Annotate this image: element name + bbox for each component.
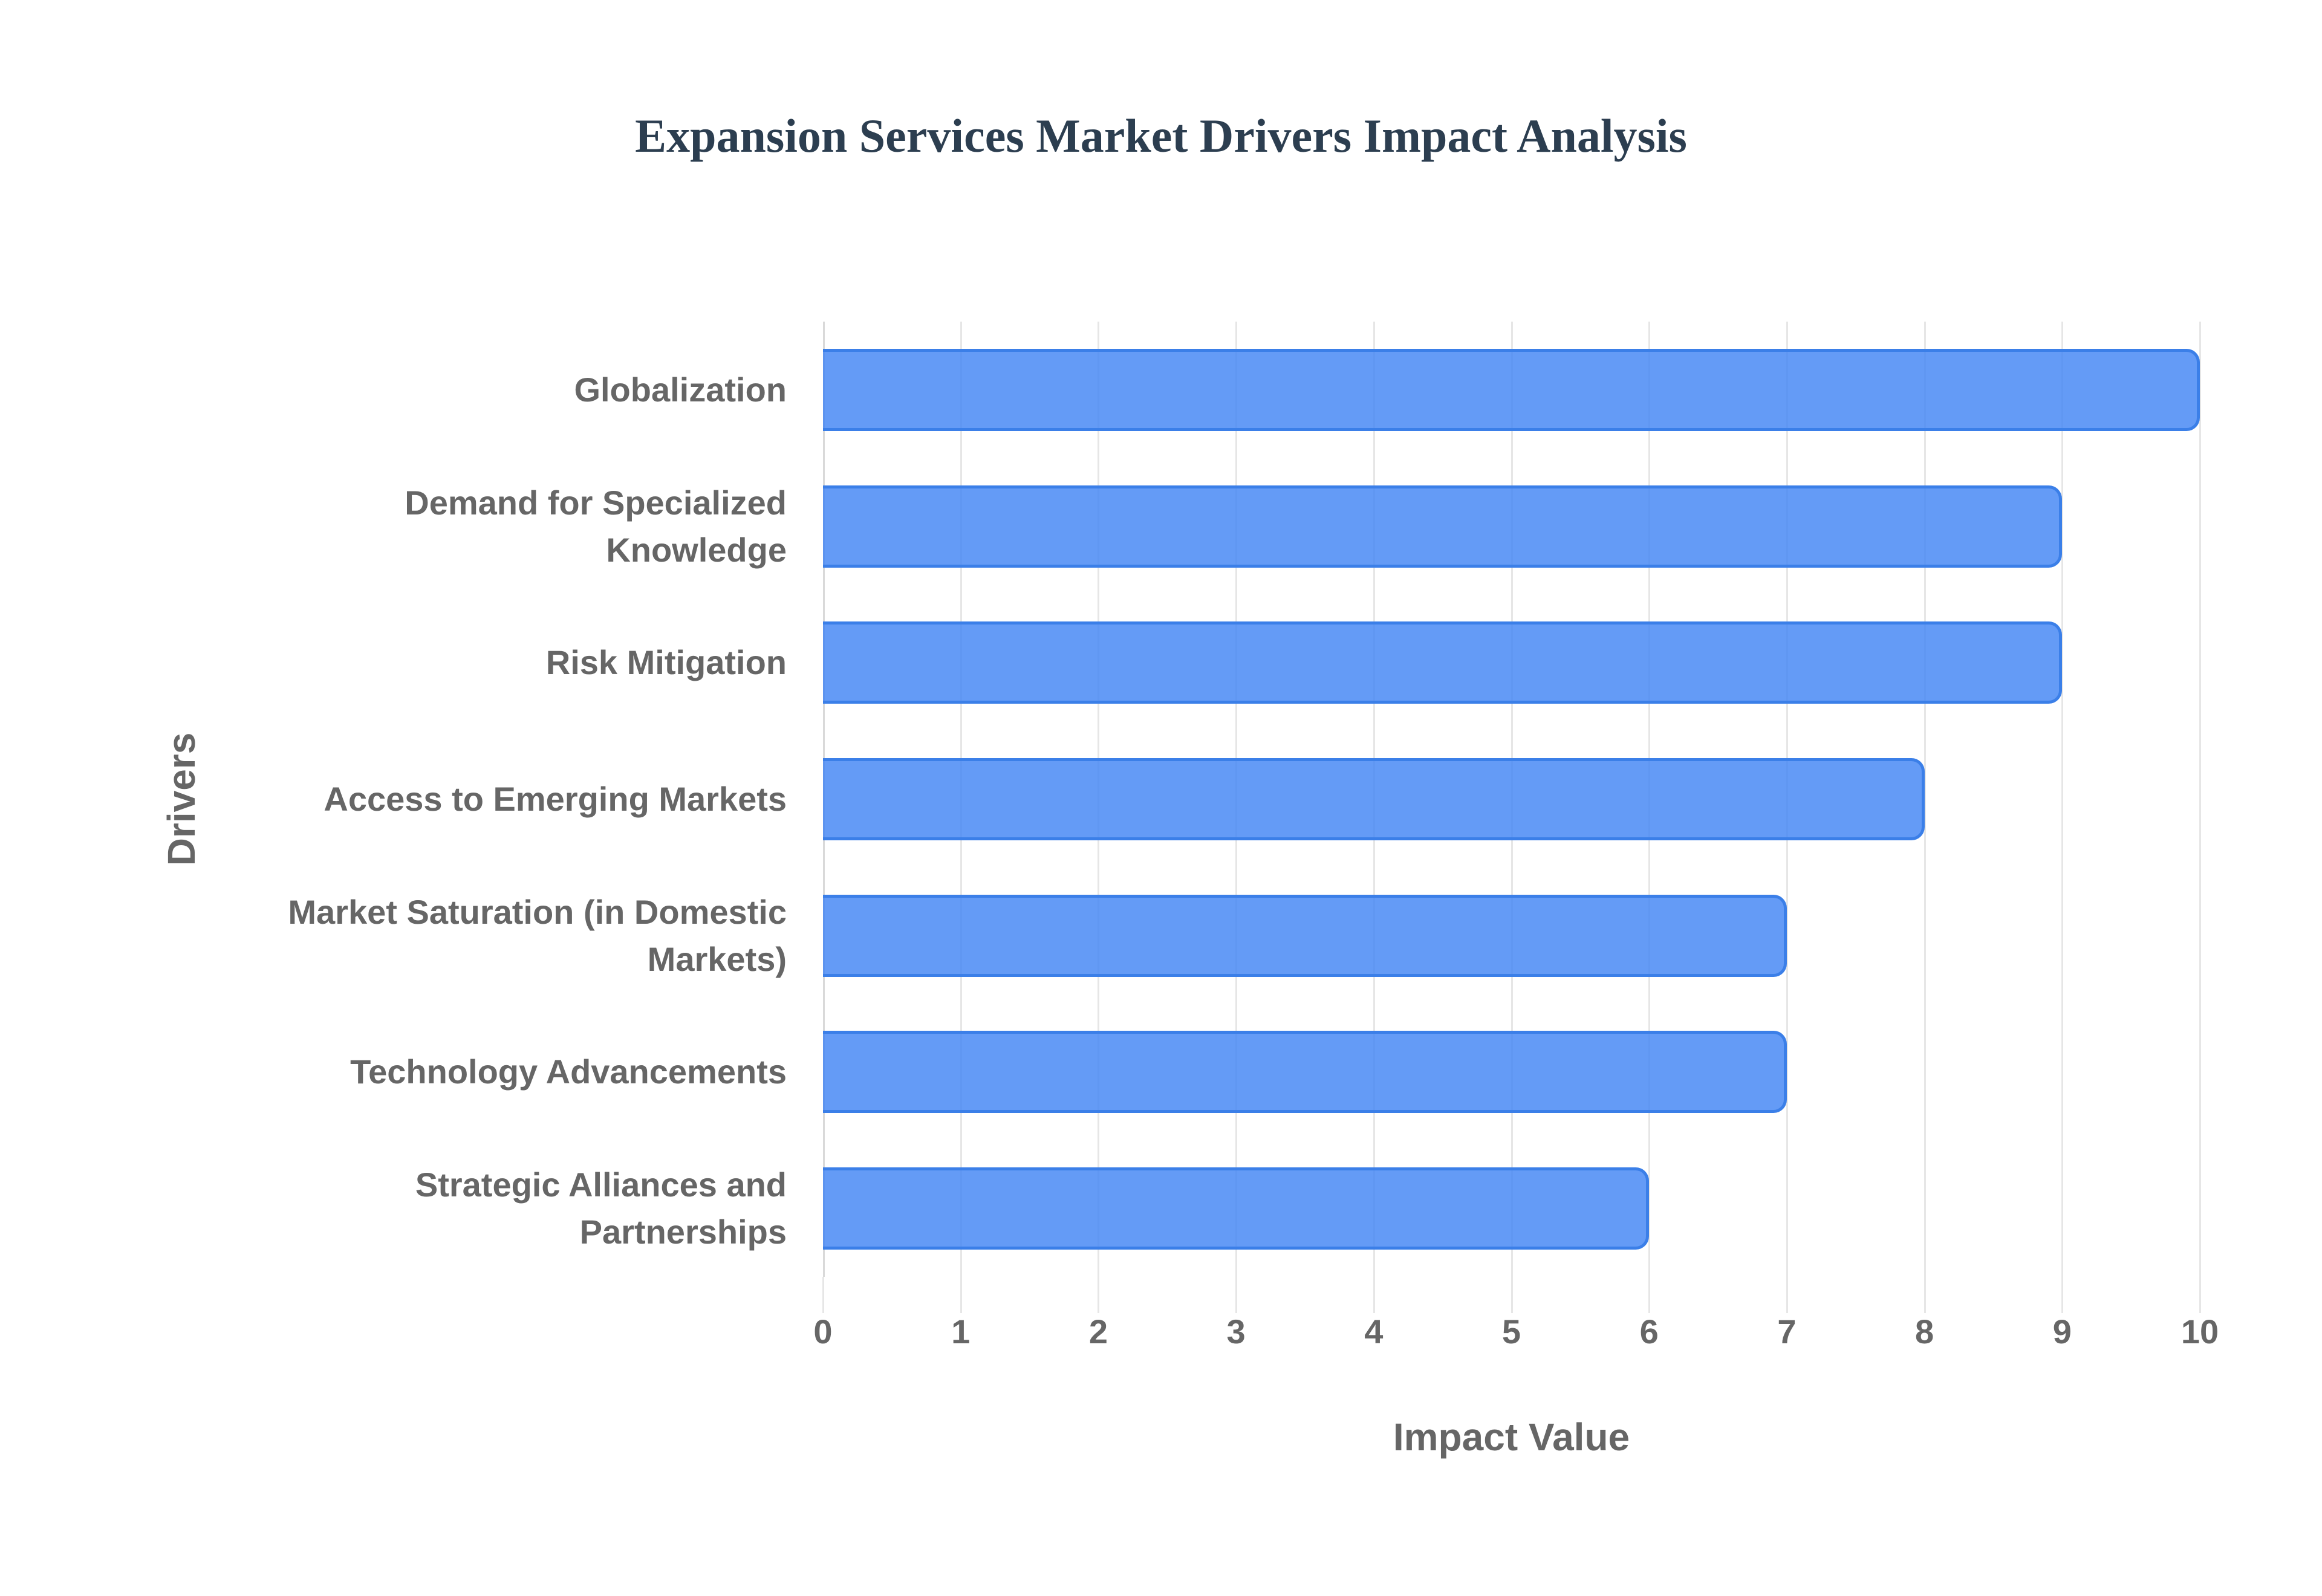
bar[interactable]	[823, 1031, 1787, 1114]
x-tick-label: 7	[1777, 1312, 1797, 1351]
x-tick-mark	[2199, 1277, 2201, 1313]
chart-title: Expansion Services Market Drivers Impact…	[635, 109, 1687, 162]
x-tick-label: 3	[1226, 1312, 1246, 1351]
x-tick-label: 1	[951, 1312, 971, 1351]
x-tick-label: 8	[1915, 1312, 1934, 1351]
bar[interactable]	[823, 1167, 1650, 1250]
x-tick-mark	[1786, 1277, 1788, 1313]
x-tick-label: 10	[2181, 1312, 2219, 1351]
gridline	[1924, 322, 1926, 1277]
y-tick-label: Technology Advancements	[350, 1053, 787, 1091]
bar[interactable]	[823, 485, 2063, 568]
x-tick-mark	[1098, 1277, 1100, 1313]
x-tick-label: 5	[1501, 1312, 1521, 1351]
gridline	[2061, 322, 2064, 1277]
y-tick-label: Access to Emerging Markets	[324, 780, 787, 818]
y-tick-label: Risk Mitigation	[545, 643, 787, 682]
x-tick-mark	[822, 1277, 824, 1313]
x-tick-label: 2	[1088, 1312, 1108, 1351]
y-tick-label: Market Saturation (in Domestic Markets)	[288, 892, 787, 978]
x-tick-mark	[1235, 1277, 1238, 1313]
y-tick-label: Demand for Specialized Knowledge	[405, 483, 787, 569]
bar[interactable]	[823, 758, 1925, 840]
x-tick-label: 0	[813, 1312, 833, 1351]
y-axis-title: Drivers	[160, 732, 203, 866]
x-tick-mark	[1924, 1277, 1926, 1313]
x-tick-mark	[960, 1277, 962, 1313]
plot-area	[822, 322, 2201, 1313]
x-tick-mark	[1373, 1277, 1375, 1313]
x-tick-label: 9	[2052, 1312, 2072, 1351]
x-tick-label: 4	[1364, 1312, 1384, 1351]
bar[interactable]	[823, 621, 2063, 704]
bar[interactable]	[823, 348, 2200, 431]
bar[interactable]	[823, 894, 1787, 977]
x-axis-title: Impact Value	[1393, 1415, 1630, 1459]
x-tick-mark	[2061, 1277, 2064, 1313]
y-tick-label: Globalization	[574, 370, 787, 409]
gridline	[2199, 322, 2201, 1277]
x-tick-label: 6	[1639, 1312, 1659, 1351]
x-tick-mark	[1648, 1277, 1651, 1313]
x-tick-mark	[1511, 1277, 1513, 1313]
y-tick-label: Strategic Alliances and Partnerships	[415, 1166, 787, 1251]
